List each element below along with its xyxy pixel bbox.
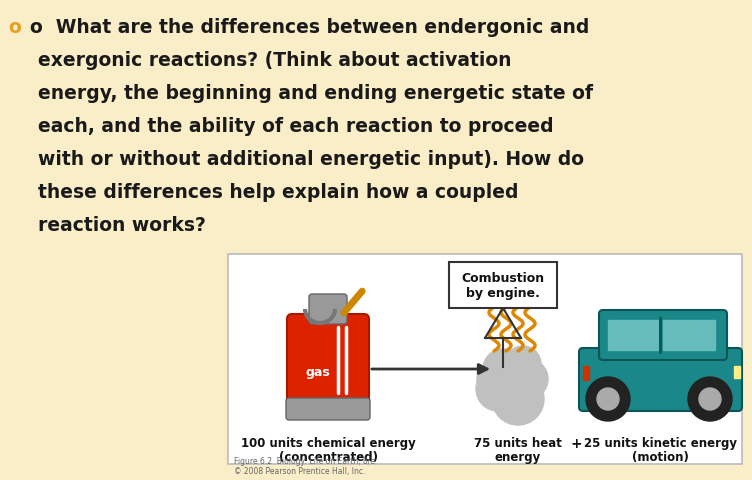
Text: with or without additional energetic input). How do: with or without additional energetic inp… xyxy=(38,150,584,168)
Circle shape xyxy=(586,377,630,421)
Text: 100 units chemical energy: 100 units chemical energy xyxy=(241,436,415,449)
Circle shape xyxy=(508,359,548,399)
Text: o  What are the differences between endergonic and: o What are the differences between ender… xyxy=(30,18,590,37)
Circle shape xyxy=(492,373,544,425)
FancyBboxPatch shape xyxy=(449,263,557,308)
Text: gas: gas xyxy=(305,366,330,379)
FancyBboxPatch shape xyxy=(228,254,742,464)
FancyBboxPatch shape xyxy=(579,348,742,411)
Text: 25 units kinetic energy: 25 units kinetic energy xyxy=(584,436,736,449)
Circle shape xyxy=(597,388,619,410)
Text: these differences help explain how a coupled: these differences help explain how a cou… xyxy=(38,182,518,202)
Polygon shape xyxy=(734,366,740,378)
FancyBboxPatch shape xyxy=(309,294,347,324)
FancyBboxPatch shape xyxy=(599,311,727,360)
FancyBboxPatch shape xyxy=(286,398,370,420)
Polygon shape xyxy=(583,366,589,380)
Text: exergonic reactions? (Think about activation: exergonic reactions? (Think about activa… xyxy=(38,51,511,70)
Text: 75 units heat: 75 units heat xyxy=(474,436,562,449)
Text: energy: energy xyxy=(495,450,541,463)
Text: energy, the beginning and ending energetic state of: energy, the beginning and ending energet… xyxy=(38,84,593,103)
Circle shape xyxy=(476,367,520,411)
Circle shape xyxy=(477,363,509,395)
Circle shape xyxy=(483,349,523,389)
Text: (concentrated): (concentrated) xyxy=(278,450,378,463)
Circle shape xyxy=(505,346,541,382)
Text: o: o xyxy=(8,18,21,37)
Text: (motion): (motion) xyxy=(632,450,688,463)
Text: +: + xyxy=(570,436,582,450)
Circle shape xyxy=(699,388,721,410)
FancyBboxPatch shape xyxy=(287,314,369,414)
Text: Figure 6.2  Biology: Life on Earth, 8/e
© 2008 Pearson Prentice Hall, Inc.: Figure 6.2 Biology: Life on Earth, 8/e ©… xyxy=(234,456,375,475)
Circle shape xyxy=(688,377,732,421)
Polygon shape xyxy=(663,320,715,350)
Text: reaction works?: reaction works? xyxy=(38,216,206,235)
Text: Combustion
by engine.: Combustion by engine. xyxy=(462,271,544,300)
Circle shape xyxy=(495,376,531,412)
Text: each, and the ability of each reaction to proceed: each, and the ability of each reaction t… xyxy=(38,117,553,136)
Polygon shape xyxy=(608,320,658,350)
